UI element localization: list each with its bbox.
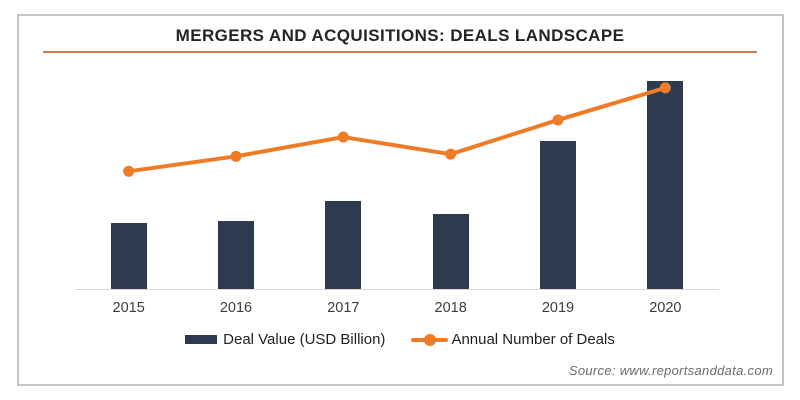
bar-2016 — [218, 220, 254, 289]
source-attribution: Source: www.reportsanddata.com — [568, 363, 773, 378]
legend: Deal Value (USD Billion) Annual Number o… — [0, 331, 800, 348]
legend-label-deal-value: Deal Value (USD Billion) — [223, 331, 386, 348]
chart-title: MERGERS AND ACQUISITIONS: DEALS LANDSCAP… — [175, 26, 625, 45]
line-marker-2017 — [337, 131, 349, 143]
x-tick-2020: 2020 — [649, 300, 682, 316]
legend-item-annual-deals: Annual Number of Deals — [411, 331, 615, 348]
title-underline — [43, 51, 757, 53]
x-axis-labels: 2015 2016 2017 2018 2019 2020 — [75, 300, 719, 318]
legend-item-deal-value: Deal Value (USD Billion) — [185, 331, 385, 348]
bar-swatch-icon — [185, 335, 218, 344]
x-axis-line — [75, 289, 719, 290]
bar-2020 — [647, 81, 684, 289]
line-swatch-icon — [411, 333, 449, 346]
x-tick-2015: 2015 — [112, 300, 145, 316]
line-marker-2018 — [445, 148, 457, 160]
line-marker-2016 — [230, 150, 242, 162]
plot-area — [75, 75, 719, 289]
line-marker-2020 — [659, 82, 671, 94]
bar-2019 — [540, 141, 576, 289]
x-tick-2016: 2016 — [219, 300, 253, 316]
bar-2018 — [432, 214, 469, 289]
x-tick-2018: 2018 — [434, 300, 467, 316]
x-tick-2019: 2019 — [541, 300, 575, 316]
annual-deals-line — [126, 85, 668, 174]
bar-2015 — [110, 222, 147, 289]
x-tick-2017: 2017 — [327, 300, 360, 316]
line-marker-2015 — [123, 165, 135, 177]
legend-label-annual-deals: Annual Number of Deals — [451, 331, 615, 348]
line-marker-2019 — [552, 114, 564, 126]
line-series-layer — [123, 82, 671, 177]
line-marker-icon — [424, 333, 437, 346]
bar-2017 — [325, 201, 362, 289]
